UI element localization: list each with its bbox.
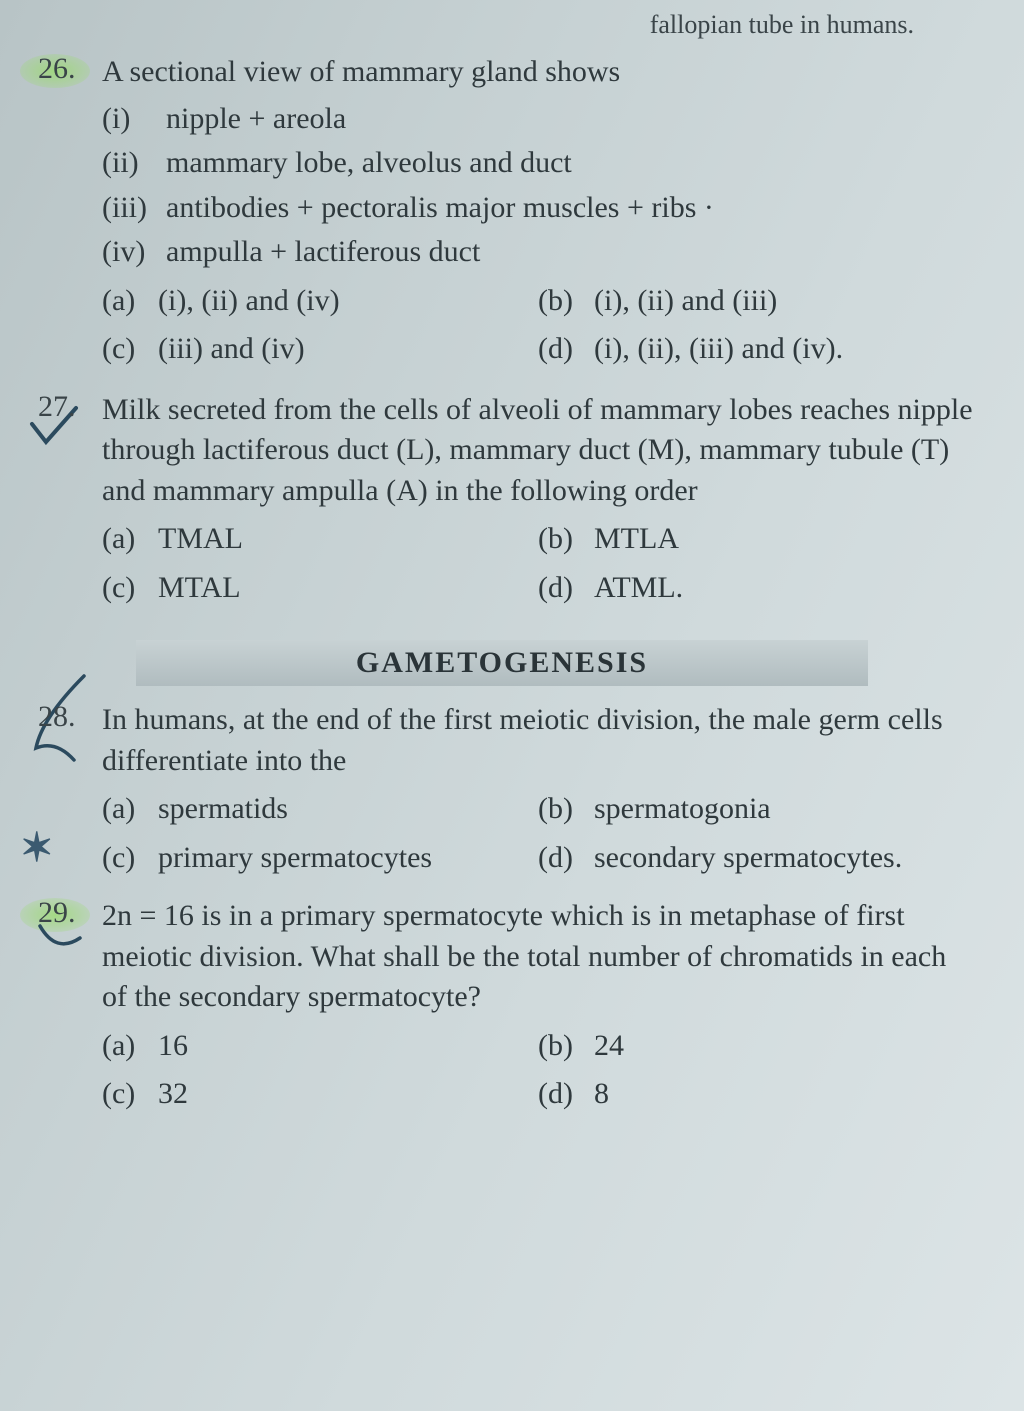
option-label: (a) xyxy=(102,1026,158,1067)
roman-item: (i) nipple + areola xyxy=(102,99,974,140)
option-c: (c) 32 xyxy=(102,1074,538,1115)
question-body-29: 2n = 16 is in a primary spermatocyte whi… xyxy=(102,896,974,1115)
roman-label: (ii) xyxy=(102,143,166,184)
option-label: (b) xyxy=(538,519,594,560)
option-row: (a) 16 (b) 24 xyxy=(102,1026,974,1067)
section-header-gametogenesis: GAMETOGENESIS xyxy=(30,640,974,686)
question-body-26: A sectional view of mammary gland shows … xyxy=(102,52,974,370)
question-stem: In humans, at the end of the first meiot… xyxy=(102,700,974,781)
question-28: ✶ 28. In humans, at the end of the first… xyxy=(30,700,974,878)
option-text: (i), (ii) and (iii) xyxy=(594,281,777,322)
option-c: (c) primary spermatocytes xyxy=(102,838,538,879)
option-label: (a) xyxy=(102,519,158,560)
option-label: (b) xyxy=(538,281,594,322)
roman-item: (iv) ampulla + lactiferous duct xyxy=(102,232,974,273)
option-b: (b) 24 xyxy=(538,1026,974,1067)
option-b: (b) (i), (ii) and (iii) xyxy=(538,281,974,322)
option-label: (a) xyxy=(102,281,158,322)
question-27: 27. Milk secreted from the cells of alve… xyxy=(30,390,974,609)
option-b: (b) spermatogonia xyxy=(538,789,974,830)
option-row: (a) (i), (ii) and (iv) (b) (i), (ii) and… xyxy=(102,281,974,322)
question-stem: 2n = 16 is in a primary spermatocyte whi… xyxy=(102,896,974,1018)
option-row: (a) spermatids (b) spermatogonia xyxy=(102,789,974,830)
option-row: (a) TMAL (b) MTLA xyxy=(102,519,974,560)
option-text: secondary spermatocytes. xyxy=(594,838,902,879)
roman-item: (ii) mammary lobe, alveolus and duct xyxy=(102,143,974,184)
section-title: GAMETOGENESIS xyxy=(136,640,868,686)
option-label: (d) xyxy=(538,568,594,609)
option-text: (iii) and (iv) xyxy=(158,329,305,370)
question-body-28: In humans, at the end of the first meiot… xyxy=(102,700,974,878)
option-a: (a) spermatids xyxy=(102,789,538,830)
option-d: (d) 8 xyxy=(538,1074,974,1115)
question-stem: Milk secreted from the cells of alveoli … xyxy=(102,390,974,512)
option-text: 8 xyxy=(594,1074,609,1115)
option-label: (c) xyxy=(102,838,158,879)
option-c: (c) (iii) and (iv) xyxy=(102,329,538,370)
roman-text: nipple + areola xyxy=(166,99,346,140)
option-text: ATML. xyxy=(594,568,683,609)
roman-text: mammary lobe, alveolus and duct xyxy=(166,143,572,184)
option-d: (d) ATML. xyxy=(538,568,974,609)
option-a: (a) TMAL xyxy=(102,519,538,560)
question-stem: A sectional view of mammary gland shows xyxy=(102,52,974,93)
question-number-26: 26. xyxy=(38,52,76,86)
question-number-28: 28. xyxy=(38,700,76,734)
option-label: (c) xyxy=(102,329,158,370)
option-c: (c) MTAL xyxy=(102,568,538,609)
pen-star-icon: ✶ xyxy=(20,824,54,871)
option-label: (c) xyxy=(102,1074,158,1115)
option-label: (a) xyxy=(102,789,158,830)
option-row: (c) MTAL (d) ATML. xyxy=(102,568,974,609)
question-26: 26. A sectional view of mammary gland sh… xyxy=(30,52,974,370)
option-a: (a) (i), (ii) and (iv) xyxy=(102,281,538,322)
option-text: MTLA xyxy=(594,519,679,560)
roman-text: antibodies + pectoralis major muscles + … xyxy=(166,188,714,229)
option-a: (a) 16 xyxy=(102,1026,538,1067)
option-text: MTAL xyxy=(158,568,241,609)
option-text: 32 xyxy=(158,1074,188,1115)
option-text: 24 xyxy=(594,1026,624,1067)
option-label: (d) xyxy=(538,329,594,370)
question-body-27: Milk secreted from the cells of alveoli … xyxy=(102,390,974,609)
option-row: (c) 32 (d) 8 xyxy=(102,1074,974,1115)
option-label: (d) xyxy=(538,838,594,879)
option-text: (i), (ii), (iii) and (iv). xyxy=(594,329,843,370)
option-label: (c) xyxy=(102,568,158,609)
option-text: primary spermatocytes xyxy=(158,838,432,879)
option-text: (i), (ii) and (iv) xyxy=(158,281,340,322)
option-b: (b) MTLA xyxy=(538,519,974,560)
question-number-27: 27. xyxy=(38,390,76,424)
option-d: (d) (i), (ii), (iii) and (iv). xyxy=(538,329,974,370)
page-content: fallopian tube in humans. 26. A sectiona… xyxy=(30,0,974,1115)
option-text: TMAL xyxy=(158,519,243,560)
roman-text: ampulla + lactiferous duct xyxy=(166,232,480,273)
roman-item: (iii) antibodies + pectoralis major musc… xyxy=(102,188,974,229)
option-label: (b) xyxy=(538,1026,594,1067)
previous-page-fragment: fallopian tube in humans. xyxy=(30,10,974,40)
option-label: (d) xyxy=(538,1074,594,1115)
option-row: (c) (iii) and (iv) (d) (i), (ii), (iii) … xyxy=(102,329,974,370)
option-row: (c) primary spermatocytes (d) secondary … xyxy=(102,838,974,879)
roman-label: (iv) xyxy=(102,232,166,273)
roman-label: (i) xyxy=(102,99,166,140)
question-number-29: 29. xyxy=(38,896,76,930)
option-text: spermatogonia xyxy=(594,789,771,830)
roman-label: (iii) xyxy=(102,188,166,229)
option-d: (d) secondary spermatocytes. xyxy=(538,838,974,879)
option-text: spermatids xyxy=(158,789,288,830)
roman-list: (i) nipple + areola (ii) mammary lobe, a… xyxy=(102,99,974,273)
option-text: 16 xyxy=(158,1026,188,1067)
option-label: (b) xyxy=(538,789,594,830)
question-29: 29. 2n = 16 is in a primary spermatocyte… xyxy=(30,896,974,1115)
